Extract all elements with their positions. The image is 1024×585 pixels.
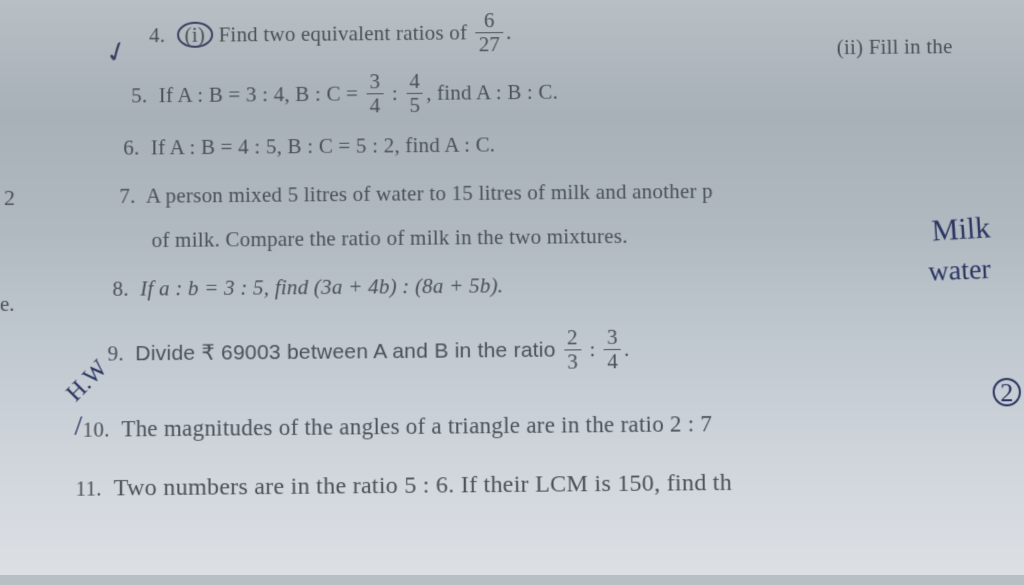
q5-text-b: , find A : B : C. — [426, 80, 558, 105]
q11-text: Two numbers are in the ratio 5 : 6. If t… — [114, 470, 732, 502]
question-10: / 10. The magnitudes of the angles of a … — [82, 411, 712, 443]
question-5: 5. If A : B = 3 : 4, B : C = 3 4 : 4 5 ,… — [131, 72, 558, 121]
question-7-line2: of milk. Compare the ratio of milk in th… — [152, 224, 628, 253]
q9-number: 9. — [108, 342, 124, 367]
q9-fraction-2: 3 4 — [604, 327, 621, 373]
slash-mark-icon: / — [74, 410, 82, 443]
question-8: 8. If a : b = 3 : 5, find (3a + 4b) : (8… — [112, 273, 503, 302]
q4-text-a: Find two equivalent ratios of — [219, 21, 468, 47]
q4-part-ii: (ii) Fill in the — [837, 34, 953, 60]
q6-text: If A : B = 4 : 5, B : C = 5 : 2, find A … — [151, 132, 495, 159]
handwriting-milk: Milk — [931, 211, 992, 249]
circled-2-value: 2 — [992, 378, 1021, 407]
q8-text: If a : b = 3 : 5, find (3a + 4b) : (8a +… — [140, 273, 503, 300]
q9-period: . — [624, 337, 630, 361]
q5-fraction-2: 4 5 — [406, 71, 423, 116]
margin-e: e. — [0, 292, 15, 317]
q4-number: 4. — [149, 23, 165, 48]
q9-frac2-num: 3 — [604, 327, 621, 350]
q9-frac2-den: 4 — [604, 350, 621, 372]
q9-fraction-1: 2 3 — [564, 327, 581, 373]
checkmark-scribble: ✓ — [100, 32, 134, 72]
q4-roman-i: (i) — [177, 22, 214, 48]
q5-frac1-num: 3 — [367, 71, 384, 94]
q4-period: . — [506, 20, 512, 44]
q4-fraction: 6 27 — [475, 10, 503, 55]
q6-number: 6. — [123, 135, 139, 160]
q9-colon: : — [589, 337, 595, 361]
q4-frac-num: 6 — [475, 10, 503, 33]
q10-number-wrap: / 10. — [82, 416, 121, 442]
q4-frac-den: 27 — [476, 33, 504, 55]
margin-digit-2: 2 — [4, 185, 15, 211]
handwriting-hw: H.W — [62, 355, 114, 407]
question-6: 6. If A : B = 4 : 5, B : C = 5 : 2, find… — [123, 132, 495, 160]
question-7-line1: 7. A person mixed 5 litres of water to 1… — [119, 179, 713, 209]
q10-number: 10. — [82, 417, 109, 443]
handwriting-water: water — [928, 254, 992, 289]
q5-fraction-1: 3 4 — [367, 71, 384, 116]
q7-text-line1: A person mixed 5 litres of water to 15 l… — [146, 179, 713, 208]
q5-number: 5. — [131, 84, 147, 109]
q5-colon: : — [392, 81, 398, 105]
q5-text-a: If A : B = 3 : 4, B : C = — [159, 82, 358, 108]
q11-number: 11. — [76, 476, 102, 502]
q10-text: The magnitudes of the angles of a triang… — [121, 411, 712, 442]
q5-frac1-den: 4 — [367, 94, 384, 116]
q9-text-a: Divide ₹ 69003 between A and B in the ra… — [135, 339, 555, 366]
q8-number: 8. — [112, 277, 128, 302]
q7-text-line2: of milk. Compare the ratio of milk in th… — [152, 224, 628, 252]
handwriting-circled-2: 2 — [992, 378, 1021, 409]
q5-frac2-num: 4 — [406, 71, 423, 94]
question-11: 11. Two numbers are in the ratio 5 : 6. … — [76, 470, 733, 503]
question-4: 4. (i) Find two equivalent ratios of 6 2… — [149, 12, 512, 60]
question-9: 9. Divide ₹ 69003 between A and B in the… — [108, 329, 630, 379]
q7-number: 7. — [119, 184, 135, 209]
q5-frac2-den: 5 — [406, 94, 423, 116]
q9-frac1-num: 2 — [564, 327, 581, 350]
q9-frac1-den: 3 — [564, 350, 581, 372]
